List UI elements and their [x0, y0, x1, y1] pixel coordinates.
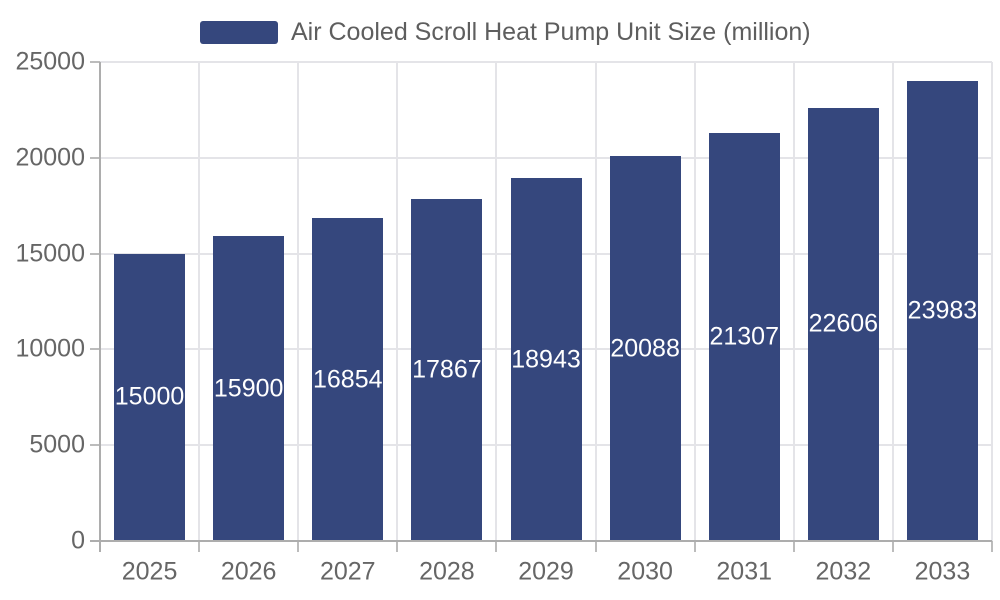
- y-axis-line: [99, 62, 101, 552]
- x-tick-label: 2029: [518, 557, 574, 586]
- bar[interactable]: [510, 178, 582, 541]
- x-axis-tick: [495, 541, 498, 552]
- y-tick-label: 25000: [15, 47, 85, 76]
- legend-swatch-icon: [200, 20, 278, 44]
- y-axis-tick: [90, 156, 100, 159]
- x-gridline: [594, 62, 597, 541]
- y-gridline: [100, 61, 992, 63]
- x-tick-label: 2032: [815, 557, 872, 586]
- bar[interactable]: [807, 107, 879, 541]
- x-gridline: [495, 62, 498, 541]
- bar[interactable]: [114, 253, 186, 541]
- x-tick-label: 2031: [716, 557, 773, 586]
- y-tick-label: 0: [71, 526, 85, 555]
- bar-value-label: 15000: [114, 382, 185, 411]
- x-axis-tick: [594, 541, 597, 552]
- y-tick-label: 10000: [15, 334, 85, 363]
- legend[interactable]: Air Cooled Scroll Heat Pump Unit Size (m…: [200, 18, 811, 46]
- bar[interactable]: [312, 218, 384, 541]
- bar-value-label: 22606: [808, 309, 879, 338]
- x-gridline: [891, 62, 894, 541]
- legend-label: Air Cooled Scroll Heat Pump Unit Size (m…: [291, 17, 811, 46]
- x-gridline: [396, 62, 399, 541]
- y-tick-label: 20000: [15, 143, 85, 172]
- x-axis-tick: [891, 541, 894, 552]
- x-tick-label: 2025: [121, 557, 178, 586]
- x-tick-label: 2028: [419, 557, 475, 586]
- y-axis-tick: [90, 252, 100, 255]
- x-axis-line: [90, 540, 992, 542]
- y-tick-label: 5000: [29, 430, 85, 459]
- y-axis-tick: [90, 348, 100, 351]
- x-axis-tick: [297, 541, 300, 552]
- x-axis-tick: [693, 541, 696, 552]
- x-tick-label: 2033: [914, 557, 971, 586]
- bar-value-label: 15900: [213, 374, 284, 403]
- plot-area: 0 5000 10000 15000 20000 25000 15000 2025 15900 2…: [15, 48, 993, 586]
- y-axis-tick: [90, 444, 100, 447]
- x-tick-label: 2027: [319, 557, 376, 586]
- y-tick-label: 15000: [15, 239, 85, 268]
- x-gridline: [991, 62, 993, 541]
- x-gridline: [792, 62, 795, 541]
- bar[interactable]: [411, 198, 483, 541]
- bar-value-label: 20088: [610, 334, 680, 363]
- y-gridline: [100, 156, 992, 159]
- bar-value-label: 21307: [709, 322, 779, 351]
- x-axis-tick: [396, 541, 399, 552]
- bar-value-label: 17867: [412, 355, 482, 384]
- bar[interactable]: [906, 81, 978, 541]
- x-gridline: [297, 62, 300, 541]
- bar-value-label: 23983: [907, 296, 978, 325]
- x-axis-tick: [991, 541, 993, 552]
- bar-value-label: 16854: [313, 365, 383, 394]
- x-axis-tick: [792, 541, 795, 552]
- bar[interactable]: [708, 132, 780, 541]
- x-tick-label: 2030: [617, 557, 673, 586]
- bar[interactable]: [609, 156, 681, 541]
- bar[interactable]: [213, 236, 285, 541]
- x-gridline: [198, 62, 201, 541]
- x-axis-tick: [198, 541, 201, 552]
- bar-value-label: 18943: [511, 345, 581, 374]
- x-gridline: [693, 62, 696, 541]
- x-tick-label: 2026: [220, 557, 277, 586]
- y-axis-tick: [90, 61, 100, 63]
